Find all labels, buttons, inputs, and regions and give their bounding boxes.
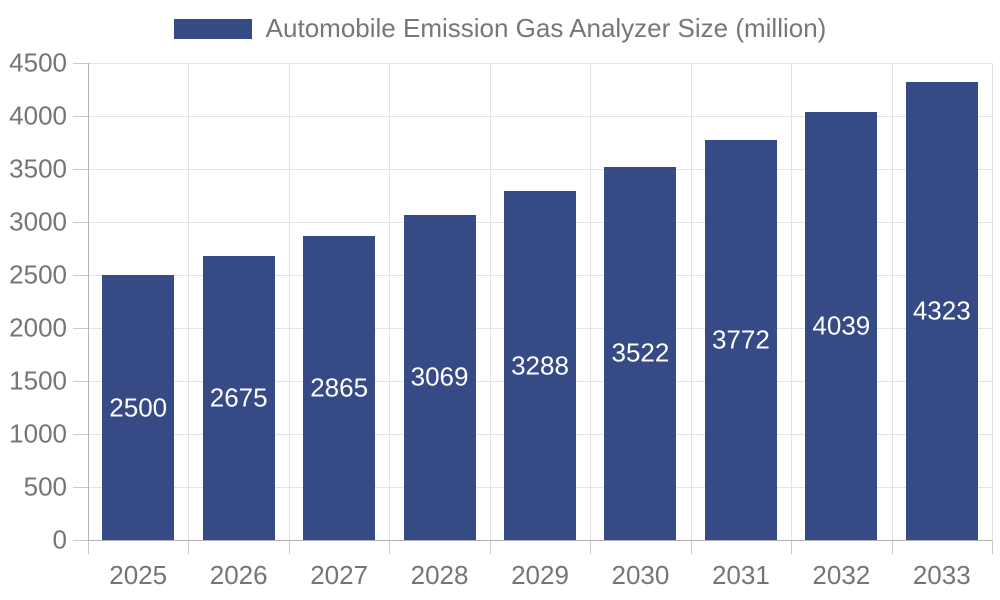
x-axis-tick bbox=[590, 540, 592, 554]
x-axis-tick bbox=[288, 540, 290, 554]
x-tick-label: 2025 bbox=[109, 560, 168, 590]
bar[interactable]: 2500 bbox=[102, 275, 175, 540]
x-axis-tick bbox=[791, 540, 793, 554]
y-axis-tick bbox=[73, 328, 88, 329]
legend-label: Automobile Emission Gas Analyzer Size (m… bbox=[265, 13, 827, 43]
x-axis-tick bbox=[88, 540, 89, 554]
x-axis-tick bbox=[489, 540, 491, 554]
bar-value-label: 2675 bbox=[209, 382, 268, 413]
bar-value-label: 4039 bbox=[812, 310, 871, 341]
legend[interactable]: Automobile Emission Gas Analyzer Size (m… bbox=[0, 13, 1000, 44]
y-gridline bbox=[88, 169, 992, 170]
bar-value-label: 2865 bbox=[310, 372, 369, 403]
x-axis-tick bbox=[992, 540, 993, 554]
y-axis-tick bbox=[73, 381, 88, 382]
legend-swatch bbox=[173, 18, 252, 39]
y-gridline bbox=[88, 63, 992, 64]
x-gridline bbox=[188, 63, 190, 540]
bar-value-label: 3069 bbox=[410, 361, 469, 392]
x-gridline bbox=[590, 63, 592, 540]
bar[interactable]: 3522 bbox=[604, 166, 677, 540]
y-tick-label: 3500 bbox=[9, 153, 67, 184]
x-tick-label: 2033 bbox=[912, 560, 971, 590]
bar-value-label: 4323 bbox=[912, 295, 971, 326]
y-tick-label: 0 bbox=[52, 524, 67, 555]
bar[interactable]: 2675 bbox=[202, 256, 275, 540]
y-gridline bbox=[88, 116, 992, 117]
x-gridline bbox=[690, 63, 692, 540]
y-tick-label: 3000 bbox=[9, 206, 67, 237]
bar[interactable]: 3069 bbox=[403, 214, 476, 540]
x-tick-label: 2027 bbox=[310, 560, 369, 590]
y-tick-label: 2500 bbox=[9, 259, 67, 290]
bar[interactable]: 4323 bbox=[905, 81, 978, 540]
y-axis-tick bbox=[73, 434, 88, 435]
x-gridline bbox=[791, 63, 793, 540]
y-tick-label: 2000 bbox=[9, 312, 67, 343]
x-gridline bbox=[288, 63, 290, 540]
y-axis-tick bbox=[73, 116, 88, 117]
bar-value-label: 3522 bbox=[611, 337, 670, 368]
x-gridline bbox=[992, 63, 993, 540]
x-gridline bbox=[389, 63, 391, 540]
y-tick-label: 1500 bbox=[9, 365, 67, 396]
x-tick-label: 2028 bbox=[410, 560, 469, 590]
y-axis-line bbox=[88, 63, 89, 540]
bar[interactable]: 3772 bbox=[704, 140, 777, 540]
x-gridline bbox=[489, 63, 491, 540]
bar[interactable]: 2865 bbox=[303, 236, 376, 540]
bar-value-label: 3288 bbox=[511, 350, 569, 381]
y-tick-label: 500 bbox=[23, 471, 67, 502]
x-tick-label: 2029 bbox=[511, 560, 569, 590]
x-axis-tick bbox=[891, 540, 893, 554]
y-axis-tick bbox=[73, 540, 88, 541]
y-tick-label: 1000 bbox=[9, 418, 67, 449]
x-axis-tick bbox=[389, 540, 391, 554]
bar-value-label: 3772 bbox=[711, 324, 770, 355]
y-axis-tick bbox=[73, 169, 88, 170]
y-tick-label: 4000 bbox=[9, 100, 67, 131]
x-tick-label: 2030 bbox=[611, 560, 670, 590]
y-axis-tick bbox=[73, 275, 88, 276]
bar[interactable]: 4039 bbox=[805, 111, 878, 540]
x-tick-label: 2032 bbox=[812, 560, 871, 590]
x-axis-tick bbox=[188, 540, 190, 554]
x-tick-label: 2026 bbox=[209, 560, 268, 590]
bar[interactable]: 3288 bbox=[504, 191, 576, 540]
x-gridline bbox=[891, 63, 893, 540]
y-axis-tick bbox=[73, 487, 88, 488]
x-axis-line bbox=[88, 540, 992, 541]
y-axis-tick bbox=[73, 63, 88, 64]
x-axis-tick bbox=[690, 540, 692, 554]
bar-value-label: 2500 bbox=[109, 392, 168, 422]
y-tick-label: 4500 bbox=[9, 47, 67, 78]
x-tick-label: 2031 bbox=[711, 560, 770, 590]
y-axis-tick bbox=[73, 222, 88, 223]
